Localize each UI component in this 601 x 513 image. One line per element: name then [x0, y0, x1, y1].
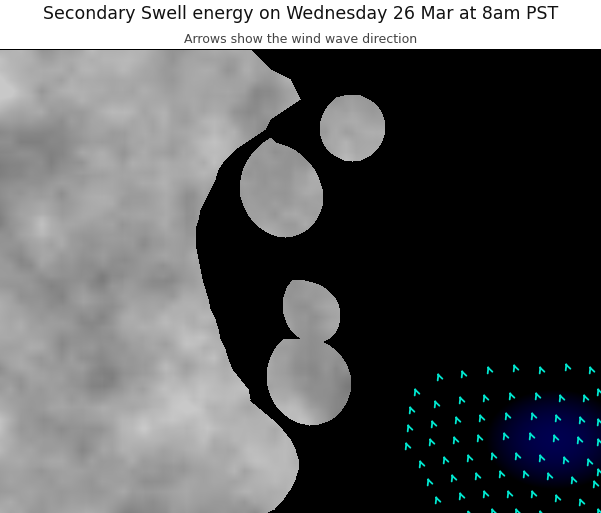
Text: Arrows show the wind wave direction: Arrows show the wind wave direction [184, 33, 417, 46]
Text: Secondary Swell energy on Wednesday 26 Mar at 8am PST: Secondary Swell energy on Wednesday 26 M… [43, 5, 558, 23]
